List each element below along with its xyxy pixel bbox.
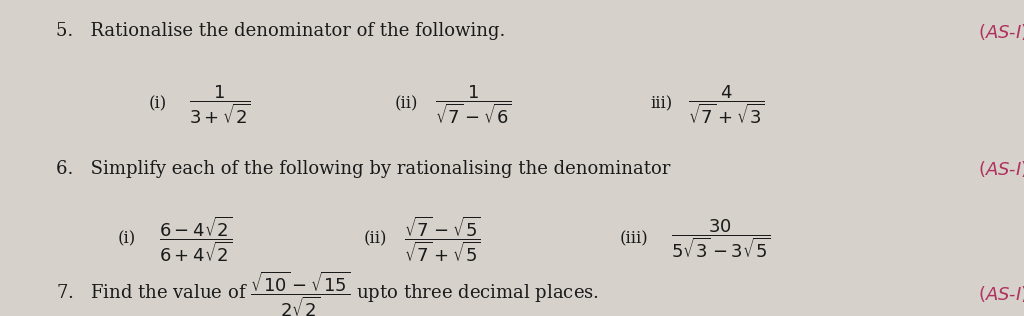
Text: 7.   Find the value of $\dfrac{\sqrt{10}-\sqrt{15}}{2\sqrt{2}}$ upto three decim: 7. Find the value of $\dfrac{\sqrt{10}-\… [56, 269, 599, 316]
Text: (ii): (ii) [394, 96, 418, 113]
Text: (ii): (ii) [364, 230, 387, 247]
Text: iii): iii) [650, 96, 673, 113]
Text: (i): (i) [148, 96, 167, 113]
Text: $(AS\text{-}I)$: $(AS\text{-}I)$ [978, 22, 1024, 42]
Text: $\dfrac{1}{\sqrt{7}-\sqrt{6}}$: $\dfrac{1}{\sqrt{7}-\sqrt{6}}$ [435, 83, 512, 126]
Text: $\dfrac{6-4\sqrt{2}}{6+4\sqrt{2}}$: $\dfrac{6-4\sqrt{2}}{6+4\sqrt{2}}$ [159, 214, 232, 264]
Text: $\dfrac{30}{5\sqrt{3}-3\sqrt{5}}$: $\dfrac{30}{5\sqrt{3}-3\sqrt{5}}$ [671, 217, 770, 260]
Text: 5.   Rationalise the denominator of the following.: 5. Rationalise the denominator of the fo… [56, 22, 506, 40]
Text: $\dfrac{4}{\sqrt{7}+\sqrt{3}}$: $\dfrac{4}{\sqrt{7}+\sqrt{3}}$ [688, 83, 765, 126]
Text: $\dfrac{\sqrt{7}-\sqrt{5}}{\sqrt{7}+\sqrt{5}}$: $\dfrac{\sqrt{7}-\sqrt{5}}{\sqrt{7}+\sqr… [404, 214, 481, 264]
Text: $(AS\text{-}I)$: $(AS\text{-}I)$ [978, 159, 1024, 179]
Text: (iii): (iii) [620, 230, 648, 247]
Text: $\dfrac{1}{3+\sqrt{2}}$: $\dfrac{1}{3+\sqrt{2}}$ [189, 83, 251, 126]
Text: $(AS\text{-}I)$: $(AS\text{-}I)$ [978, 284, 1024, 304]
Text: 6.   Simplify each of the following by rationalising the denominator: 6. Simplify each of the following by rat… [56, 160, 671, 178]
Text: (i): (i) [118, 230, 136, 247]
